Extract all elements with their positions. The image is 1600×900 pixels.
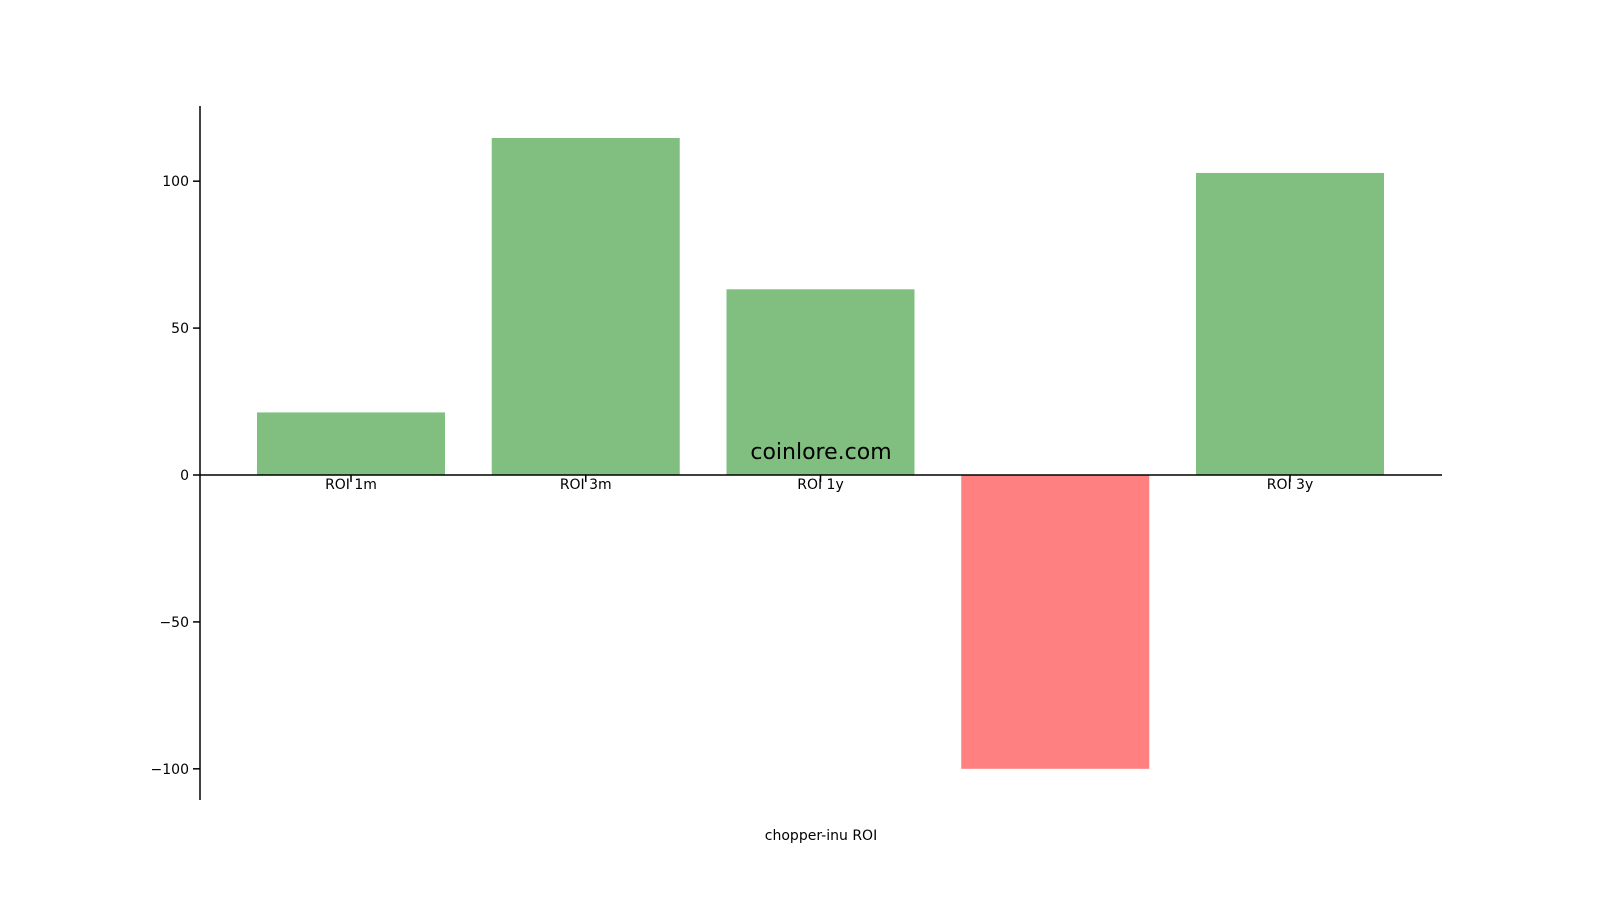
y-axis-tick-label: −100 [151,762,189,778]
x-axis-tick-label: ROI 1m [325,477,377,493]
y-axis-tick-label: 100 [162,174,189,190]
bar-roi-3y [1196,172,1384,475]
x-axis-tick-label: ROI 3y [1267,477,1314,493]
bar-roi-3m [491,137,680,475]
y-axis-tick-label: −50 [159,615,189,631]
x-axis-tick-label: ROI 1y [797,477,844,493]
x-axis-tick-label: ROI 3m [560,477,612,493]
y-axis-tick-label: 0 [180,468,189,484]
chart-xlabel: chopper-inu ROI [765,828,877,844]
watermark-text: coinlore.com [750,440,891,465]
bar-roi-1y [726,289,915,475]
y-axis-tick-label: 50 [171,321,189,337]
bar-roi-3 [961,475,1150,769]
bar-roi-1m [257,412,445,475]
